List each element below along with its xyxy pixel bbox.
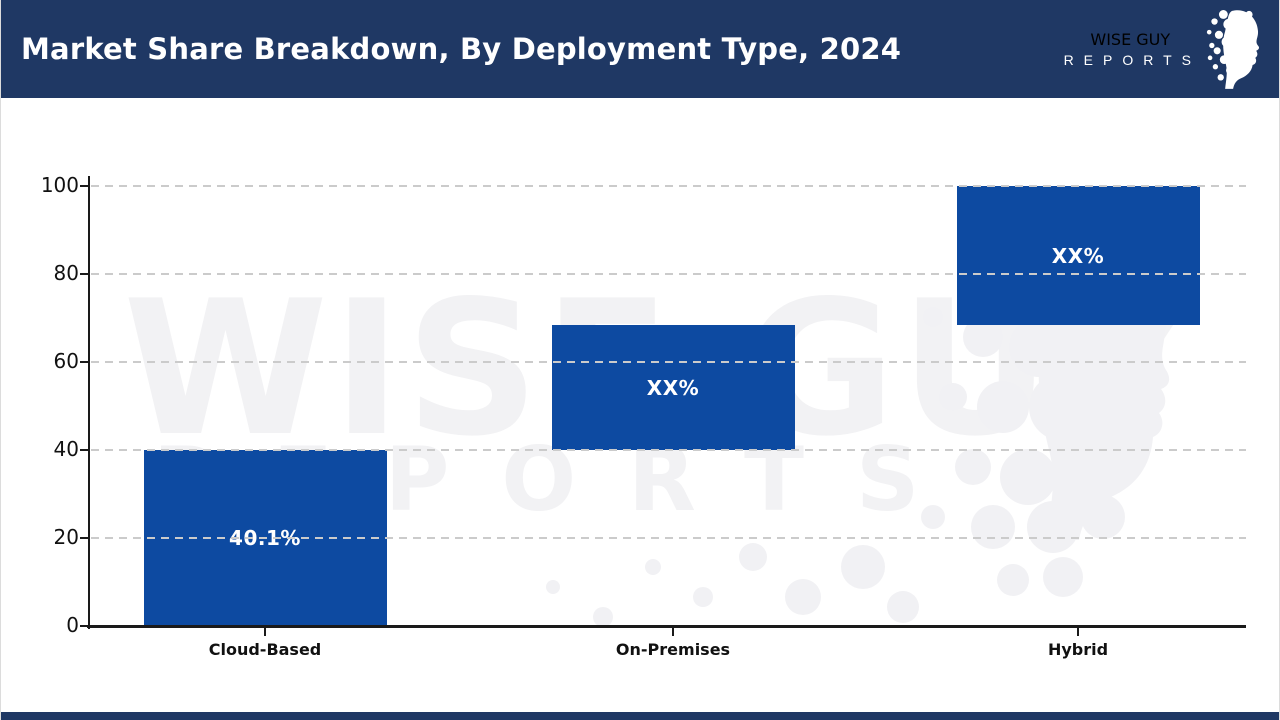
y-tick-mark-60: [80, 361, 89, 363]
category-label-3: Hybrid: [1047, 640, 1109, 659]
x-tick-mark-3: [1077, 628, 1079, 636]
bar-value-label: XX%: [646, 375, 700, 400]
logo-face-icon: [1206, 10, 1260, 89]
y-tick-mark-80: [80, 273, 89, 275]
y-tick-label-0: 0: [66, 613, 79, 637]
category-label-2: On-Premises: [615, 640, 731, 659]
gridline-20: [91, 537, 1246, 539]
x-tick-mark-1: [264, 628, 266, 636]
y-tick-mark-100: [80, 185, 89, 187]
y-tick-mark-20: [80, 537, 89, 539]
y-axis-spine: [88, 176, 90, 629]
y-tick-label-80: 80: [53, 261, 79, 285]
y-tick-mark-40: [80, 449, 89, 451]
gridline-100: [91, 185, 1246, 187]
x-axis-spine: [87, 625, 1246, 628]
y-tick-label-100: 100: [40, 173, 79, 197]
bar-value-label: XX%: [1051, 243, 1105, 268]
logo-line2: REPORTS: [1063, 51, 1201, 68]
y-tick-label-40: 40: [53, 437, 79, 461]
gridline-80: [91, 273, 1246, 275]
header-bar: Market Share Breakdown, By Deployment Ty…: [1, 0, 1279, 98]
bar-on-premises: XX%: [551, 325, 795, 450]
wiseguy-logo: WISE GUY REPORTS: [1060, 6, 1265, 92]
x-tick-mark-2: [672, 628, 674, 636]
bar-hybrid: XX%: [956, 186, 1200, 326]
gridline-60: [91, 361, 1246, 363]
logo-line1: WISE GUY: [1090, 29, 1171, 49]
gridline-40: [91, 449, 1246, 451]
y-tick-label-20: 20: [53, 525, 79, 549]
y-tick-label-60: 60: [53, 349, 79, 373]
page-title: Market Share Breakdown, By Deployment Ty…: [21, 32, 902, 66]
footer-bar: [1, 712, 1279, 720]
logo-wordmark: WISE GUY REPORTS: [1060, 29, 1201, 68]
y-tick-mark-0: [80, 625, 89, 627]
category-label-1: Cloud-Based: [208, 640, 322, 659]
